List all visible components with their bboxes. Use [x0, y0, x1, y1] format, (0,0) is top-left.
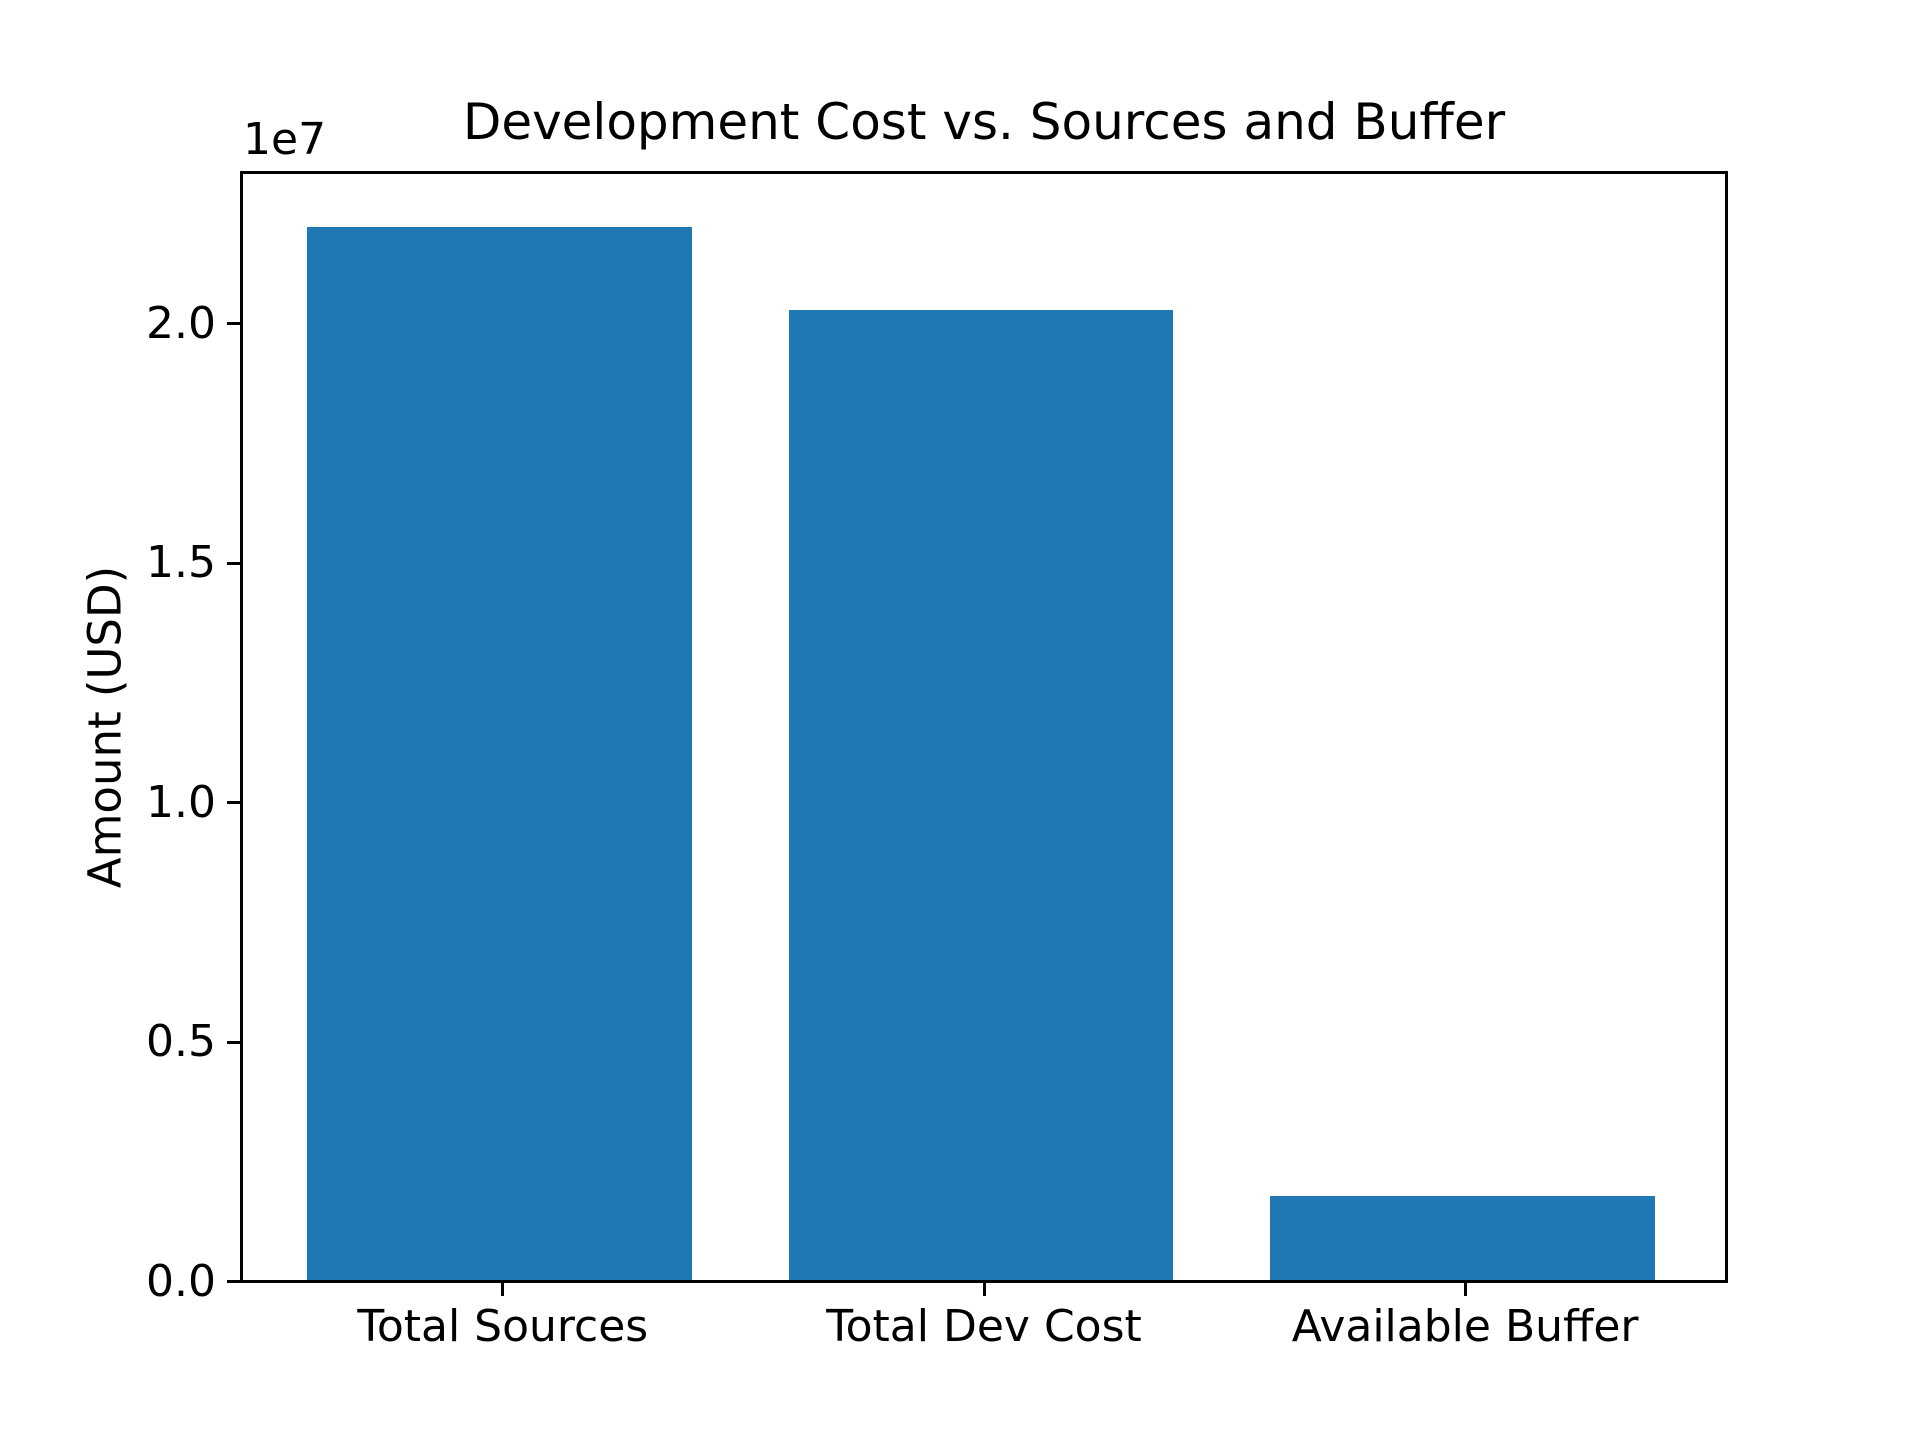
chart-title: Development Cost vs. Sources and Buffer: [462, 93, 1506, 151]
y-tick-mark: [227, 322, 240, 326]
plot-area: [240, 171, 1728, 1283]
x-tick-label-total-dev-cost: Total Dev Cost: [826, 1301, 1142, 1352]
bar-available-buffer: [1269, 1196, 1655, 1280]
x-tick-mark: [501, 1283, 505, 1296]
y-tick-mark: [227, 1280, 240, 1283]
x-tick-label-total-sources: Total Sources: [357, 1301, 649, 1352]
bar-total-sources: [307, 226, 693, 1280]
y-tick-label: 1.0: [146, 776, 216, 828]
y-tick-mark: [227, 1040, 240, 1044]
y-tick-mark: [227, 561, 240, 565]
x-tick-mark: [982, 1283, 986, 1296]
y-axis-label: Amount (USD): [78, 565, 132, 889]
y-tick-label: 0.5: [146, 1016, 216, 1068]
y-axis-offset-label: 1e7: [243, 114, 327, 165]
x-tick-mark: [1463, 1283, 1467, 1296]
y-tick-label: 0.0: [146, 1255, 216, 1307]
x-tick-label-available-buffer: Available Buffer: [1291, 1301, 1639, 1352]
y-tick-mark: [227, 801, 240, 805]
y-tick-label: 1.5: [146, 537, 216, 589]
y-tick-label: 2.0: [146, 297, 216, 349]
bar-total-dev-cost: [788, 310, 1174, 1280]
